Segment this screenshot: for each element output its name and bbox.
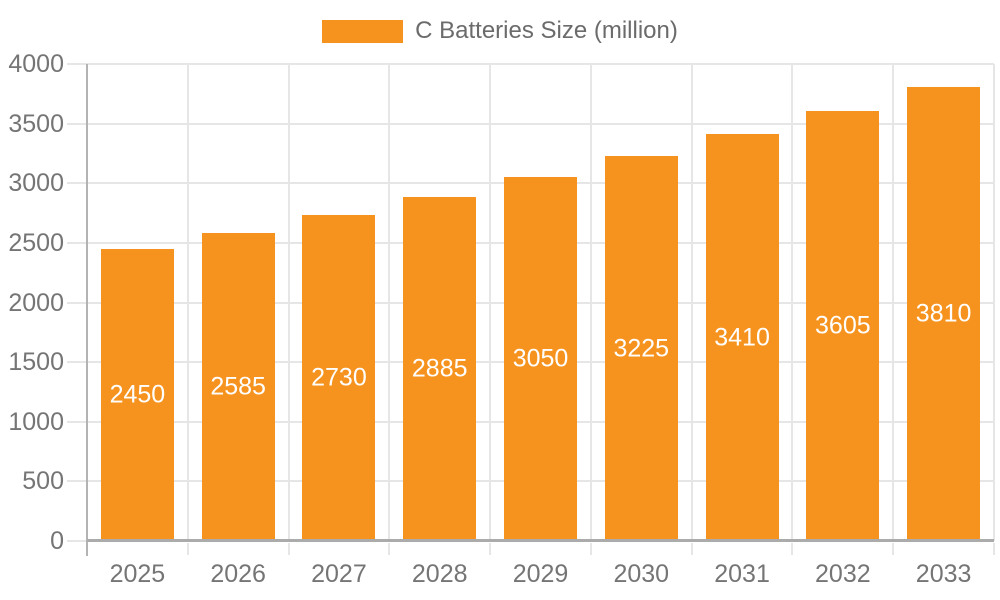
- x-tick-label: 2027: [311, 560, 367, 588]
- bar-value-label: 3410: [714, 323, 770, 352]
- y-tick: [67, 361, 87, 364]
- x-gridline: [791, 64, 794, 541]
- x-tick: [489, 543, 492, 555]
- x-tick: [892, 543, 895, 555]
- bar[interactable]: 2730: [302, 215, 376, 541]
- bar[interactable]: 2585: [201, 232, 275, 541]
- y-tick: [67, 420, 87, 423]
- bar-value-label: 2585: [210, 372, 266, 401]
- x-tick: [589, 543, 592, 555]
- y-tick: [67, 301, 87, 304]
- y-tick: [67, 122, 87, 125]
- y-tick: [67, 63, 87, 65]
- x-tick: [993, 543, 995, 555]
- bar-value-label: 2885: [411, 354, 468, 383]
- y-tick-label: 3000: [8, 169, 64, 198]
- x-gridline: [690, 64, 693, 541]
- x-gridline: [186, 64, 189, 541]
- x-gridline: [287, 64, 290, 541]
- bar-value-label: 2450: [109, 380, 166, 409]
- x-tick: [791, 543, 794, 555]
- legend-swatch: [322, 19, 404, 43]
- x-axis-line: [87, 539, 994, 542]
- y-tick-label: 500: [22, 467, 64, 496]
- bar-value-label: 3225: [613, 334, 670, 363]
- bar[interactable]: 2450: [100, 248, 174, 541]
- y-tick-label: 1000: [8, 407, 64, 436]
- y-tick-label: 0: [50, 527, 64, 555]
- x-tick-label: 2026: [210, 560, 266, 588]
- bar-value-label: 3050: [512, 344, 569, 373]
- y-tick: [67, 241, 87, 244]
- bar-value-label: 3810: [915, 299, 972, 328]
- plot-area: 2450 2585 2730 2885 3050 3225 3410 3605 3810: [67, 63, 995, 556]
- y-tick: [67, 540, 87, 542]
- bar[interactable]: 3225: [604, 156, 678, 541]
- x-gridline: [892, 64, 895, 541]
- bar[interactable]: 3810: [907, 86, 981, 541]
- bar[interactable]: 3410: [705, 134, 779, 541]
- x-tick-label: 2031: [714, 560, 770, 588]
- bar-value-label: 3605: [815, 311, 871, 340]
- x-gridline: [489, 64, 492, 541]
- x-gridline: [589, 64, 592, 541]
- legend-label: C Batteries Size (million): [415, 17, 678, 44]
- x-gridline: [993, 64, 995, 541]
- legend: C Batteries Size (million): [0, 16, 1000, 46]
- x-tick-label: 2033: [915, 560, 972, 588]
- x-tick-label: 2029: [512, 560, 569, 588]
- x-tick-label: 2030: [613, 560, 670, 588]
- y-gridline: [87, 122, 994, 125]
- bar[interactable]: 3050: [504, 177, 577, 541]
- x-tick: [186, 543, 189, 555]
- y-tick: [67, 480, 87, 483]
- x-tick: [690, 543, 693, 555]
- x-tick-label: 2028: [411, 560, 468, 588]
- y-gridline: [87, 63, 994, 65]
- bar-value-label: 2730: [311, 363, 367, 392]
- x-tick-label: 2032: [815, 560, 871, 588]
- x-tick-label: 2025: [109, 560, 166, 588]
- x-gridline: [388, 64, 391, 541]
- bar[interactable]: 2885: [403, 196, 477, 541]
- y-tick-label: 4000: [8, 50, 64, 78]
- x-tick: [388, 543, 391, 555]
- y-tick-label: 1500: [8, 348, 64, 377]
- x-tick: [287, 543, 290, 555]
- bar[interactable]: 3605: [806, 111, 880, 541]
- y-axis-line: [86, 64, 88, 556]
- y-tick-label: 3500: [8, 109, 64, 138]
- y-tick-label: 2000: [8, 288, 64, 317]
- y-tick-label: 2500: [8, 228, 64, 257]
- y-tick: [67, 182, 87, 185]
